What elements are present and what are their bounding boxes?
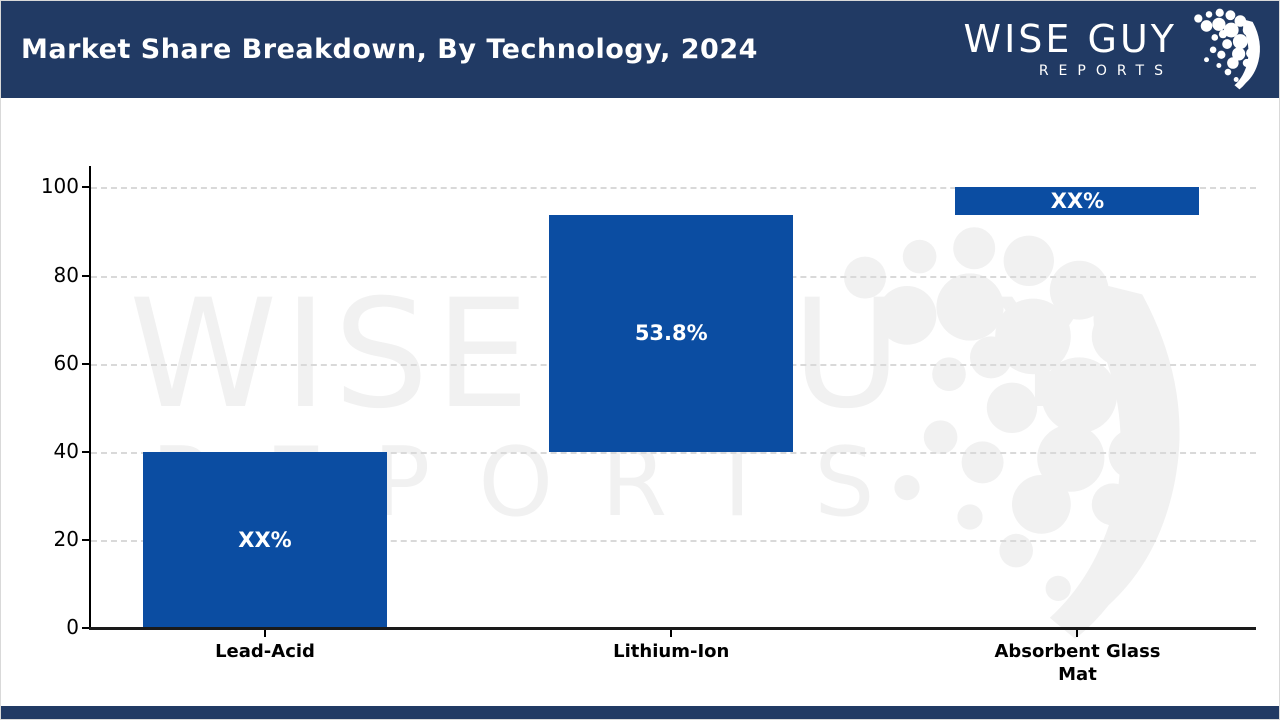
bar-absorbent-glass-mat: XX% — [955, 187, 1200, 215]
y-tick-mark — [82, 538, 89, 541]
watermark: WISE GUY REPORTS — [1, 98, 1279, 708]
logo-head-icon — [1194, 8, 1260, 90]
x-category-label-1: Lead-Acid — [215, 641, 315, 662]
y-tick-mark — [82, 274, 89, 277]
header-band: Market Share Breakdown, By Technology, 2… — [1, 1, 1279, 98]
y-tick-label-80: 80 — [53, 262, 79, 287]
bar-lithium-ion: 53.8% — [549, 214, 794, 452]
logo-line2: REPORTS — [1038, 62, 1173, 79]
x-tick-mark — [1076, 630, 1079, 637]
y-tick-label-20: 20 — [53, 526, 79, 551]
y-tick-mark — [82, 362, 89, 365]
gridline-y-100 — [91, 187, 1256, 190]
gridline-y-40 — [91, 451, 1256, 454]
x-tick-mark — [264, 630, 266, 637]
watermark-head-icon — [844, 227, 1180, 639]
bar-value-label: XX% — [238, 527, 292, 552]
y-tick-label-60: 60 — [53, 350, 79, 375]
footer-band — [1, 706, 1279, 719]
y-tick-label-100: 100 — [40, 174, 79, 199]
bar-value-label: XX% — [1050, 189, 1105, 214]
page-title: Market Share Breakdown, By Technology, 2… — [21, 34, 758, 65]
y-tick-label-40: 40 — [53, 438, 79, 463]
x-axis-line — [89, 627, 1256, 630]
plot-area: XX% 53.8% XX% — [91, 161, 1256, 628]
bar-lead-acid: XX% — [143, 451, 387, 628]
brand-logo: WISE GUY REPORTS — [964, 7, 1267, 91]
gridline-y-20 — [91, 539, 1256, 542]
bar-value-label: 53.8% — [634, 321, 708, 346]
x-tick-mark — [670, 630, 673, 637]
y-axis-line — [89, 166, 91, 628]
y-tick-mark — [82, 186, 89, 189]
logo-wordmark: WISE GUY REPORTS — [963, 17, 1177, 79]
y-tick-mark — [82, 627, 89, 629]
x-category-label-3: Absorbent Glass Mat — [994, 641, 1161, 685]
logo-line1: WISE GUY — [963, 17, 1177, 62]
y-tick-label-0: 0 — [66, 615, 79, 639]
x-category-label-2: Lithium-Ion — [613, 641, 730, 662]
y-tick-mark — [82, 450, 89, 453]
